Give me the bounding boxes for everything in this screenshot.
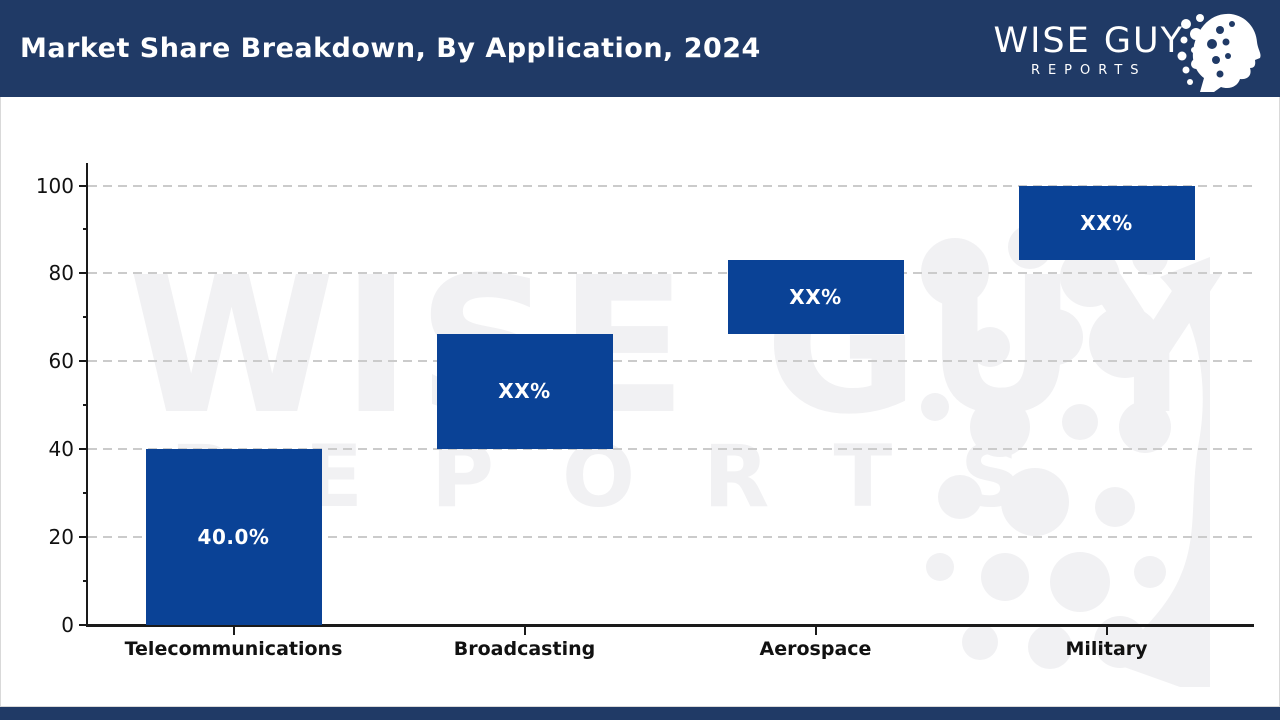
y-tick-label: 40 (48, 437, 74, 462)
bar-telecommunications: 40.0% (145, 449, 322, 625)
x-tick-mark (523, 627, 526, 635)
y-minor-tick-mark (83, 316, 88, 319)
y-tick-mark (79, 184, 88, 187)
bar-broadcasting: XX% (436, 333, 613, 450)
y-tick-mark (79, 624, 88, 626)
y-minor-tick-mark (83, 580, 88, 583)
gridline-y-80 (88, 272, 1252, 275)
y-tick-label: 100 (35, 173, 74, 198)
x-axis-spine (86, 624, 1254, 627)
gridline-y-40 (88, 448, 1252, 451)
y-tick-mark (79, 448, 88, 451)
x-tick-mark (1105, 627, 1108, 635)
gridline-y-60 (88, 360, 1252, 363)
bar-value-label: XX% (789, 284, 842, 309)
x-category-label: Military (1065, 638, 1148, 660)
footer-bar (0, 707, 1280, 720)
x-category-label: Aerospace (759, 638, 872, 660)
y-tick-label: 0 (61, 613, 74, 637)
x-category-label: Telecommunications (124, 638, 343, 660)
gridline-y-20 (88, 536, 1252, 539)
brand-logo-text: WISE GUY REPORTS (993, 22, 1184, 78)
y-minor-tick-mark (83, 404, 88, 407)
card-border (0, 97, 1280, 707)
bar-military: XX% (1018, 185, 1195, 261)
bar-aerospace: XX% (727, 260, 904, 334)
y-tick-mark (79, 536, 88, 539)
gridline-y-100 (88, 184, 1252, 187)
y-minor-tick-mark (83, 228, 88, 231)
brand-subname: REPORTS (1030, 63, 1147, 78)
brand-head-icon (1177, 13, 1261, 92)
x-category-label: Broadcasting (453, 638, 596, 660)
header-bar: Market Share Breakdown, By Application, … (0, 0, 1280, 97)
brand-logo: WISE GUY REPORTS (993, 8, 1262, 92)
y-tick-mark (79, 272, 88, 275)
bar-value-label: XX% (498, 379, 551, 404)
chart-title: Market Share Breakdown, By Application, … (20, 33, 761, 64)
bar-value-label: XX% (1080, 210, 1133, 235)
brand-name: WISE GUY (993, 21, 1184, 61)
bar-value-label: 40.0% (197, 525, 270, 550)
y-minor-tick-mark (83, 492, 88, 495)
y-tick-label: 80 (48, 261, 74, 286)
y-tick-label: 60 (48, 349, 74, 374)
y-axis-spine (86, 163, 88, 626)
x-tick-mark (232, 627, 235, 635)
y-tick-label: 20 (48, 525, 74, 550)
y-tick-mark (79, 360, 88, 363)
x-tick-mark (814, 627, 817, 635)
